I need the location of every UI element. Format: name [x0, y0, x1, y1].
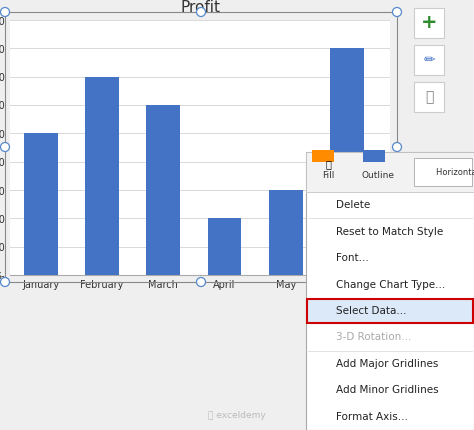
Title: Profit: Profit — [180, 0, 220, 15]
Bar — [85, 77, 119, 275]
Text: Fill: Fill — [322, 172, 334, 181]
Circle shape — [0, 7, 9, 16]
FancyBboxPatch shape — [414, 8, 444, 38]
Circle shape — [197, 277, 206, 286]
Bar — [146, 105, 180, 275]
Text: 3-D Rotation...: 3-D Rotation... — [336, 332, 411, 342]
Bar — [24, 133, 57, 275]
Bar — [363, 150, 385, 162]
Text: Format Axis...: Format Axis... — [336, 412, 408, 422]
Circle shape — [392, 277, 401, 286]
Bar — [312, 150, 334, 162]
Text: +: + — [421, 13, 437, 33]
Text: Horizontal (Cat ▼: Horizontal (Cat ▼ — [436, 168, 474, 176]
Circle shape — [392, 7, 401, 16]
Text: Select Data...: Select Data... — [336, 306, 407, 316]
Text: Delete: Delete — [336, 200, 370, 210]
Text: ✏: ✏ — [423, 53, 435, 67]
FancyBboxPatch shape — [414, 158, 472, 186]
Bar — [269, 190, 303, 275]
Bar — [330, 48, 364, 275]
Bar — [208, 218, 241, 275]
Bar — [306, 152, 474, 430]
Bar — [307, 299, 473, 323]
Circle shape — [0, 142, 9, 151]
Text: Add Major Gridlines: Add Major Gridlines — [336, 359, 438, 369]
Text: ⛉: ⛉ — [425, 90, 433, 104]
Bar — [306, 152, 474, 192]
Bar — [5, 12, 397, 282]
Text: Change Chart Type...: Change Chart Type... — [336, 280, 445, 289]
Text: 🏠 exceldemy: 🏠 exceldemy — [208, 411, 266, 420]
Circle shape — [197, 7, 206, 16]
Text: 🪣: 🪣 — [325, 159, 331, 169]
Circle shape — [392, 142, 401, 151]
Text: Outline: Outline — [362, 172, 394, 181]
Text: Reset to Match Style: Reset to Match Style — [336, 227, 443, 237]
Text: Font...: Font... — [336, 253, 369, 263]
FancyBboxPatch shape — [414, 45, 444, 75]
Circle shape — [0, 277, 9, 286]
FancyBboxPatch shape — [414, 82, 444, 112]
Text: Add Minor Gridlines: Add Minor Gridlines — [336, 385, 438, 395]
